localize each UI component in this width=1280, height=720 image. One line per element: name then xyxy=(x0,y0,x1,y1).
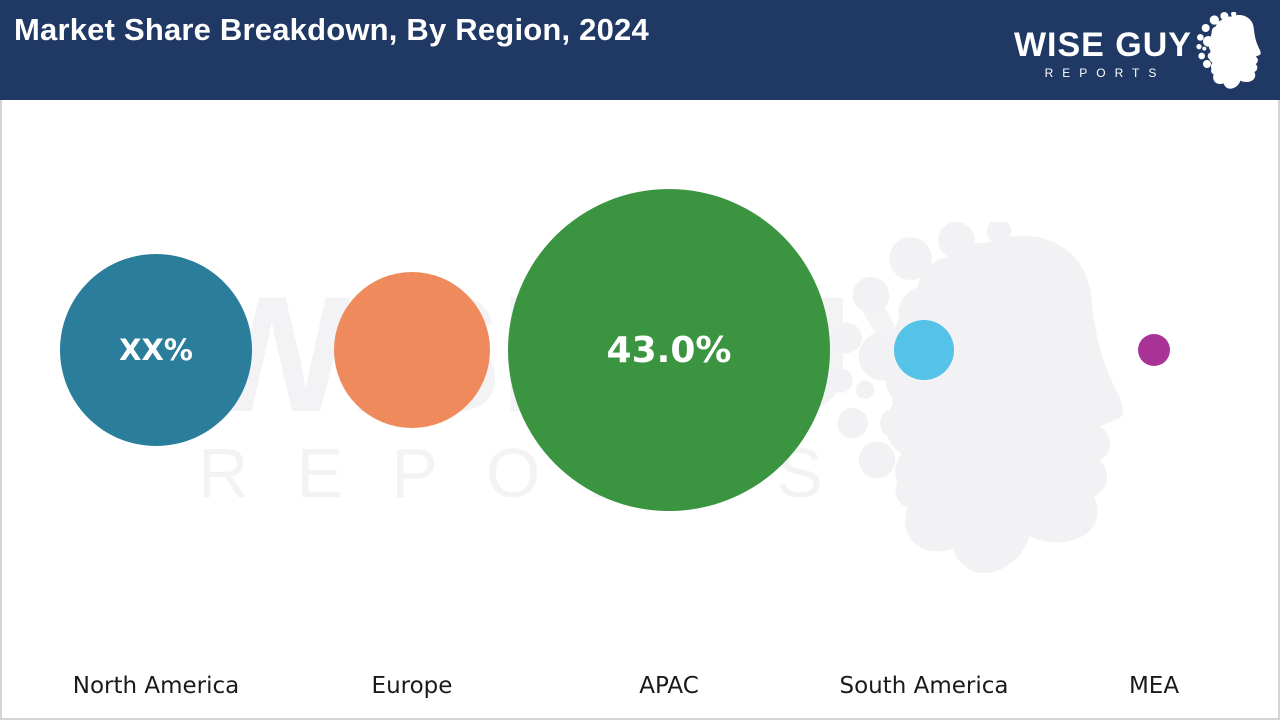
category-label-europe: Europe xyxy=(371,673,453,699)
wiseguy-head-icon xyxy=(1196,12,1261,89)
bubble-apac: 43.0% xyxy=(508,189,830,511)
category-label-north-america: North America xyxy=(72,673,240,699)
category-label-mea: MEA xyxy=(1128,673,1180,699)
logo-text: WISE GUY REPORTS xyxy=(1014,12,1192,80)
bubble-north-america: XX% xyxy=(60,254,252,446)
page-title: Market Share Breakdown, By Region, 2024 xyxy=(14,12,649,47)
bubble-south-america xyxy=(894,320,954,380)
category-label-apac: APAC xyxy=(639,673,699,699)
bubble-value-label: XX% xyxy=(119,333,193,367)
bubble-value-label: 43.0% xyxy=(606,329,732,371)
bubble-europe xyxy=(334,272,490,428)
category-label-south-america: South America xyxy=(839,673,1009,699)
logo-wordmark: WISE GUY xyxy=(1013,26,1192,64)
wiseguy-head-watermark-icon xyxy=(828,222,1123,574)
wiseguy-logo: WISE GUY REPORTS xyxy=(1014,10,1270,92)
bubble-mea xyxy=(1138,334,1170,366)
logo-subtitle: REPORTS xyxy=(1044,66,1166,80)
header-bar: Market Share Breakdown, By Region, 2024 … xyxy=(0,0,1280,100)
